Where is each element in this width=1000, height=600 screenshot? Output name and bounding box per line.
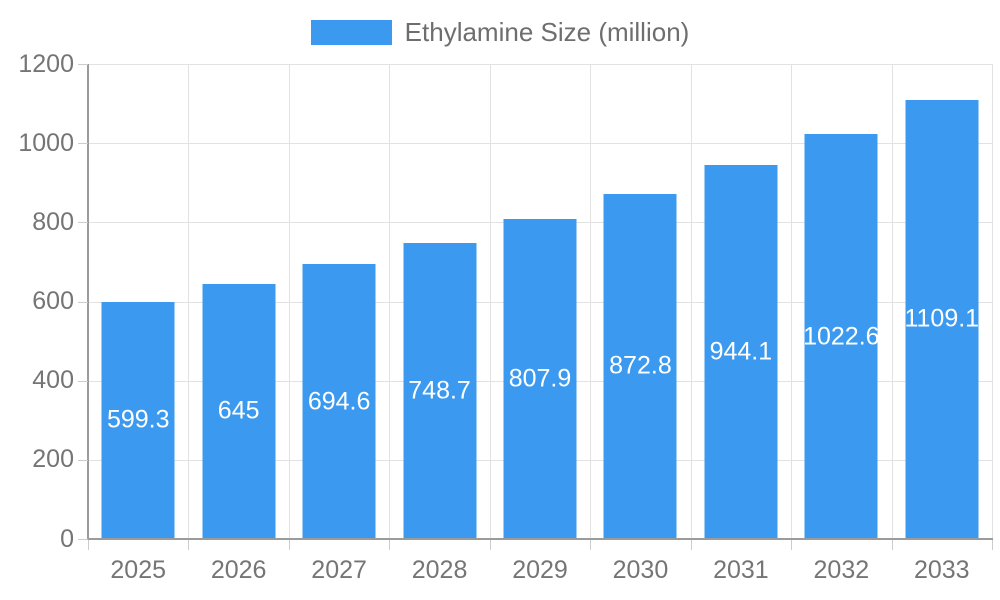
x-axis-tick xyxy=(690,540,692,550)
y-tick-label: 200 xyxy=(32,445,74,474)
bar-value-label: 1022.6 xyxy=(803,322,880,351)
bar[interactable]: 694.6 xyxy=(302,264,376,539)
x-tick-label: 2025 xyxy=(110,556,167,584)
bar[interactable]: 807.9 xyxy=(503,219,577,539)
y-axis-tick xyxy=(78,380,88,382)
y-tick-label: 0 xyxy=(60,524,74,553)
x-axis-tick xyxy=(791,540,793,550)
y-axis-tick xyxy=(78,143,88,145)
x-tick-label: 2026 xyxy=(210,556,267,584)
x-axis-tick xyxy=(88,540,89,550)
bar-value-label: 872.8 xyxy=(609,351,672,380)
y-axis-tick xyxy=(78,64,88,65)
bar-value-label: 694.6 xyxy=(307,387,371,416)
h-gridline xyxy=(88,143,992,145)
v-gridline xyxy=(992,64,993,539)
bar-value-label: 599.3 xyxy=(106,405,170,434)
x-tick-label: 2030 xyxy=(612,556,669,584)
v-gridline xyxy=(690,64,692,539)
bar-value-label: 1109.1 xyxy=(904,304,980,333)
y-axis-line xyxy=(87,64,89,539)
v-gridline xyxy=(590,64,592,539)
v-gridline xyxy=(288,64,290,539)
x-tick-label: 2028 xyxy=(411,556,468,584)
bar-value-label: 645 xyxy=(217,396,260,425)
y-tick-label: 600 xyxy=(32,287,74,315)
y-axis-tick xyxy=(78,459,88,461)
y-tick-label: 800 xyxy=(32,207,74,236)
bar[interactable]: 872.8 xyxy=(603,193,677,539)
bar[interactable]: 645 xyxy=(202,283,276,539)
legend-swatch-icon xyxy=(310,19,392,45)
v-gridline xyxy=(891,64,893,539)
y-axis-tick xyxy=(78,301,88,303)
x-axis-line xyxy=(87,538,993,540)
legend[interactable]: Ethylamine Size (million) xyxy=(0,17,1000,47)
legend-label: Ethylamine Size (million) xyxy=(404,17,690,47)
x-axis-tick xyxy=(590,540,592,550)
plot-area: 599.3 645 694.6 748.7 807.9 872.8 944.1 1022.6 1… xyxy=(88,64,993,539)
x-axis-tick xyxy=(992,540,993,550)
bar[interactable]: 748.7 xyxy=(403,242,477,539)
v-gridline xyxy=(489,64,491,539)
y-tick-label: 1200 xyxy=(18,49,74,78)
x-axis-tick xyxy=(188,540,190,550)
bar-value-label: 807.9 xyxy=(508,364,572,393)
bar[interactable]: 944.1 xyxy=(704,165,778,539)
h-gridline xyxy=(88,64,992,65)
x-tick-label: 2032 xyxy=(813,556,870,584)
x-tick-label: 2031 xyxy=(713,556,769,584)
x-tick-label: 2029 xyxy=(512,556,568,584)
y-axis-tick xyxy=(78,222,88,224)
x-axis-tick xyxy=(389,540,391,550)
bar-value-label: 944.1 xyxy=(709,337,773,366)
x-tick-label: 2033 xyxy=(913,556,970,584)
y-tick-label: 1000 xyxy=(18,128,74,157)
v-gridline xyxy=(188,64,190,539)
bar-value-label: 748.7 xyxy=(408,376,471,405)
v-gridline xyxy=(791,64,793,539)
bar[interactable]: 1022.6 xyxy=(803,134,880,539)
y-axis-tick xyxy=(78,539,88,540)
bar[interactable]: 599.3 xyxy=(101,301,175,539)
x-axis-tick xyxy=(288,540,290,550)
v-gridline xyxy=(389,64,391,539)
x-axis-tick xyxy=(489,540,491,550)
x-tick-label: 2027 xyxy=(311,556,367,584)
bar[interactable]: 1109.1 xyxy=(904,99,980,539)
x-axis-tick xyxy=(891,540,893,550)
y-tick-label: 400 xyxy=(32,366,74,395)
